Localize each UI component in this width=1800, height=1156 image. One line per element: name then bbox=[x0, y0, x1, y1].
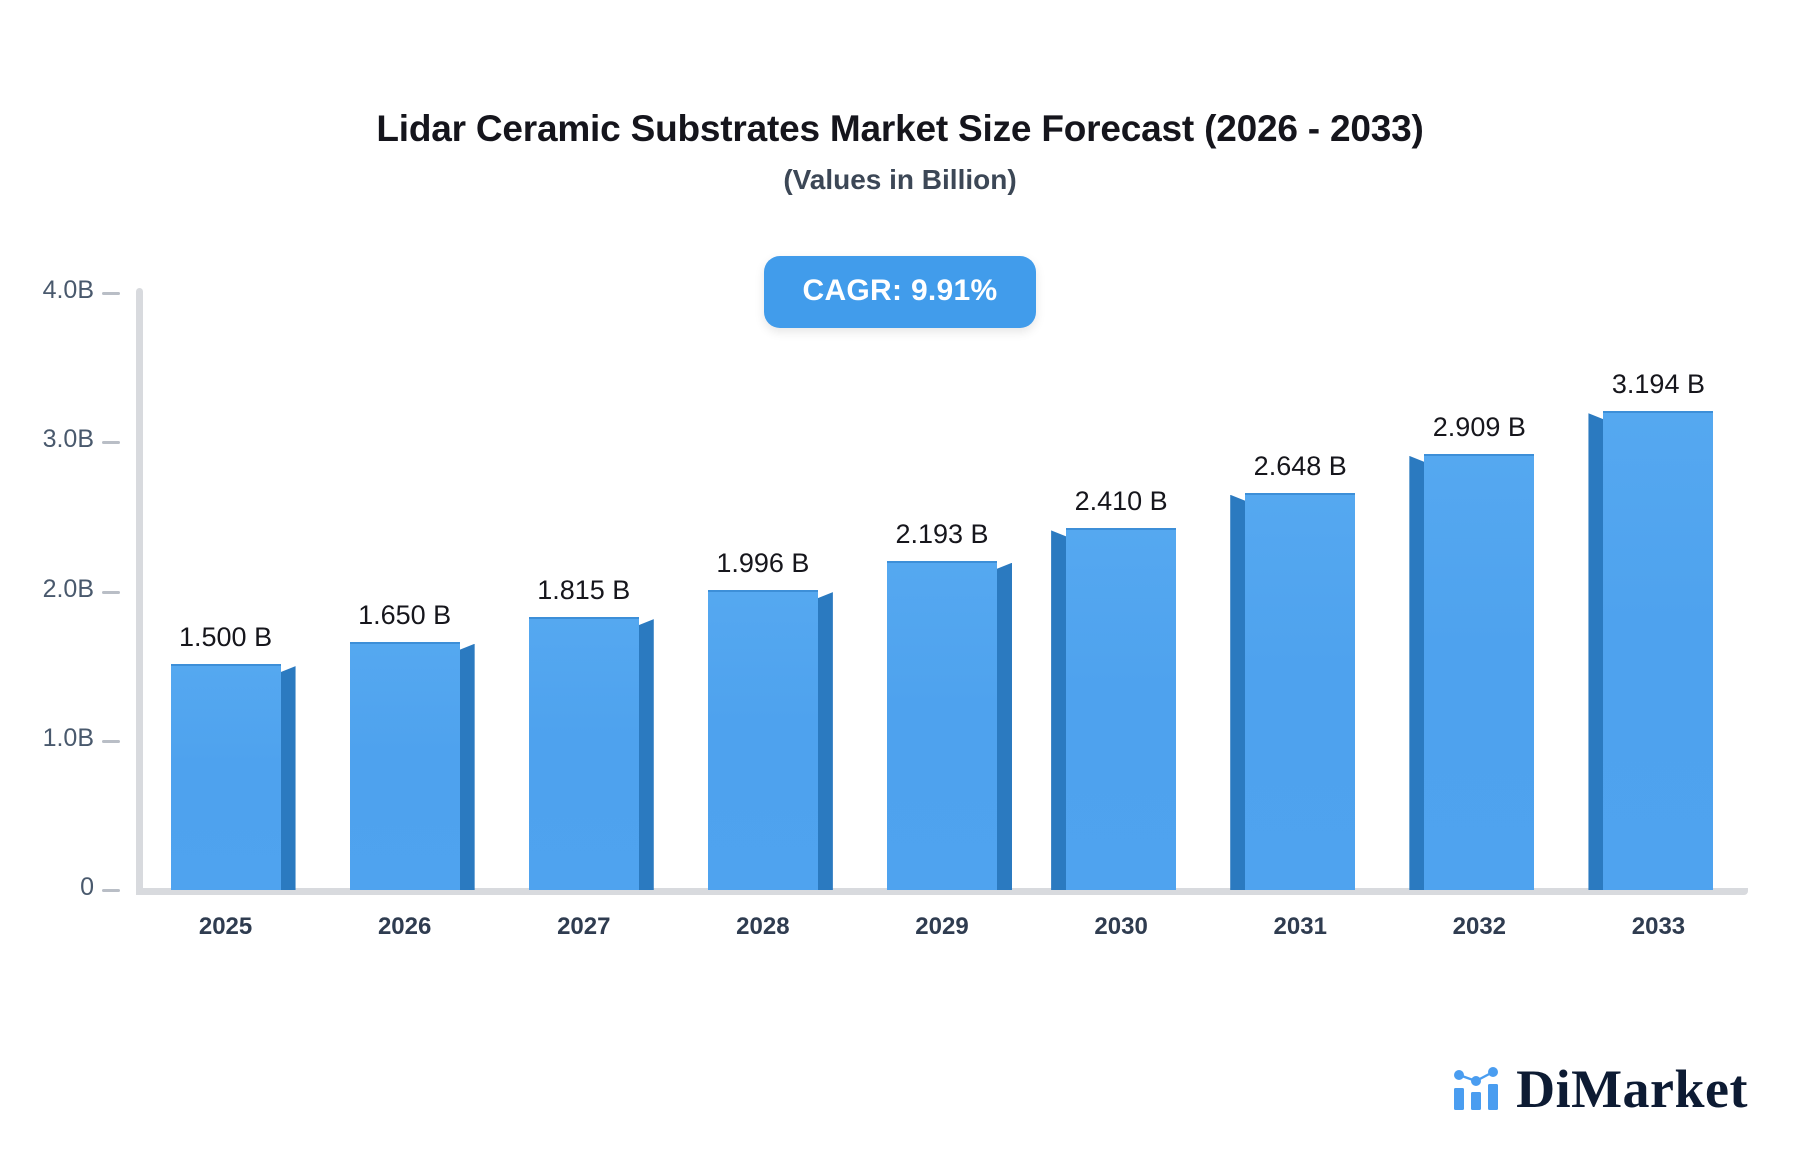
bar-value-label: 2.410 B bbox=[1074, 486, 1168, 517]
x-axis-label-2027: 2027 bbox=[557, 913, 611, 940]
bar-value-label: 1.996 B bbox=[716, 548, 810, 579]
y-axis-tick-mark bbox=[102, 590, 120, 594]
bar-2025[interactable]: 1.500 B bbox=[170, 622, 296, 890]
page-title: Lidar Ceramic Substrates Market Size For… bbox=[376, 108, 1424, 149]
bar-side-shadow bbox=[1051, 530, 1067, 890]
page-subtitle: (Values in Billion) bbox=[783, 163, 1017, 195]
brand-logo: DiMarket bbox=[1450, 1062, 1748, 1116]
x-axis-label-2029: 2029 bbox=[915, 913, 969, 940]
bar-side-shadow bbox=[997, 562, 1012, 890]
x-axis-label-2032: 2032 bbox=[1452, 913, 1507, 940]
bar-value-label: 3.194 B bbox=[1611, 369, 1705, 400]
bars-layer: 1.500 B 2025 1.650 B 2026 1.815 B 2027 1.996 B… bbox=[136, 0, 1748, 1156]
bar-face bbox=[1603, 411, 1714, 890]
y-axis-tick-label: 0 bbox=[80, 873, 94, 901]
bar-value-label: 2.909 B bbox=[1432, 411, 1526, 442]
bar-side-shadow bbox=[638, 619, 654, 890]
bar-face bbox=[349, 641, 460, 890]
bar-2028[interactable]: 1.996 B bbox=[707, 548, 833, 890]
bar-side-shadow bbox=[280, 666, 296, 890]
y-axis-tick-mark bbox=[102, 739, 120, 743]
x-axis-label-2030: 2030 bbox=[1094, 913, 1148, 940]
bar-face bbox=[528, 617, 639, 890]
bar-side-shadow bbox=[459, 643, 475, 890]
x-axis-label-2033: 2033 bbox=[1631, 913, 1686, 940]
bar-face bbox=[170, 664, 281, 890]
x-axis-label-2031: 2031 bbox=[1273, 913, 1327, 940]
cagr-badge-container: CAGR: 9.91% bbox=[0, 256, 1800, 328]
bar-face bbox=[1424, 453, 1535, 890]
bar-2030[interactable]: 2.410 B bbox=[1051, 486, 1177, 890]
y-axis-tick-mark bbox=[102, 441, 120, 445]
bar-face bbox=[707, 590, 818, 890]
bar-face bbox=[1245, 492, 1356, 890]
x-axis-line bbox=[136, 888, 1748, 895]
y-axis-tick-mark bbox=[102, 889, 120, 892]
y-axis-tick-label: 1.0B bbox=[42, 723, 94, 752]
bar-2032[interactable]: 2.909 B bbox=[1409, 412, 1535, 890]
bar-2026[interactable]: 1.650 B bbox=[349, 600, 475, 890]
x-axis-label-2028: 2028 bbox=[736, 913, 790, 940]
bar-2029[interactable]: 2.193 B bbox=[887, 519, 1012, 890]
y-axis-tick-label: 3.0B bbox=[42, 425, 94, 454]
y-axis-tick-mark bbox=[102, 292, 120, 295]
bar-2033[interactable]: 3.194 B bbox=[1588, 369, 1714, 890]
y-axis-line bbox=[136, 288, 143, 895]
bar-value-label: 2.193 B bbox=[895, 518, 989, 549]
x-axis-label-2025: 2025 bbox=[198, 913, 253, 940]
brand-name: DiMarket bbox=[1516, 1059, 1748, 1119]
bar-chart-icon bbox=[1454, 1067, 1499, 1110]
y-axis-tick-label: 4.0B bbox=[42, 276, 94, 304]
x-axis-label-2026: 2026 bbox=[377, 913, 432, 940]
bar-side-shadow bbox=[817, 592, 833, 890]
bar-value-label: 1.500 B bbox=[179, 622, 273, 653]
bar-side-shadow bbox=[1409, 455, 1425, 890]
bar-value-label: 1.650 B bbox=[358, 599, 452, 630]
y-axis-tick-label: 2.0B bbox=[42, 574, 94, 603]
bar-value-label: 1.815 B bbox=[537, 575, 631, 606]
bar-side-shadow bbox=[1230, 494, 1246, 890]
cagr-badge: CAGR: 9.91% bbox=[764, 256, 1036, 328]
bar-2031[interactable]: 2.648 B bbox=[1230, 451, 1356, 890]
bar-face bbox=[1066, 528, 1177, 890]
bar-face bbox=[887, 560, 997, 890]
title-block: Lidar Ceramic Substrates Market Size For… bbox=[0, 108, 1800, 196]
bar-side-shadow bbox=[1588, 413, 1604, 890]
bar-2027[interactable]: 1.815 B bbox=[528, 575, 654, 890]
bar-value-label: 2.648 B bbox=[1253, 450, 1347, 481]
